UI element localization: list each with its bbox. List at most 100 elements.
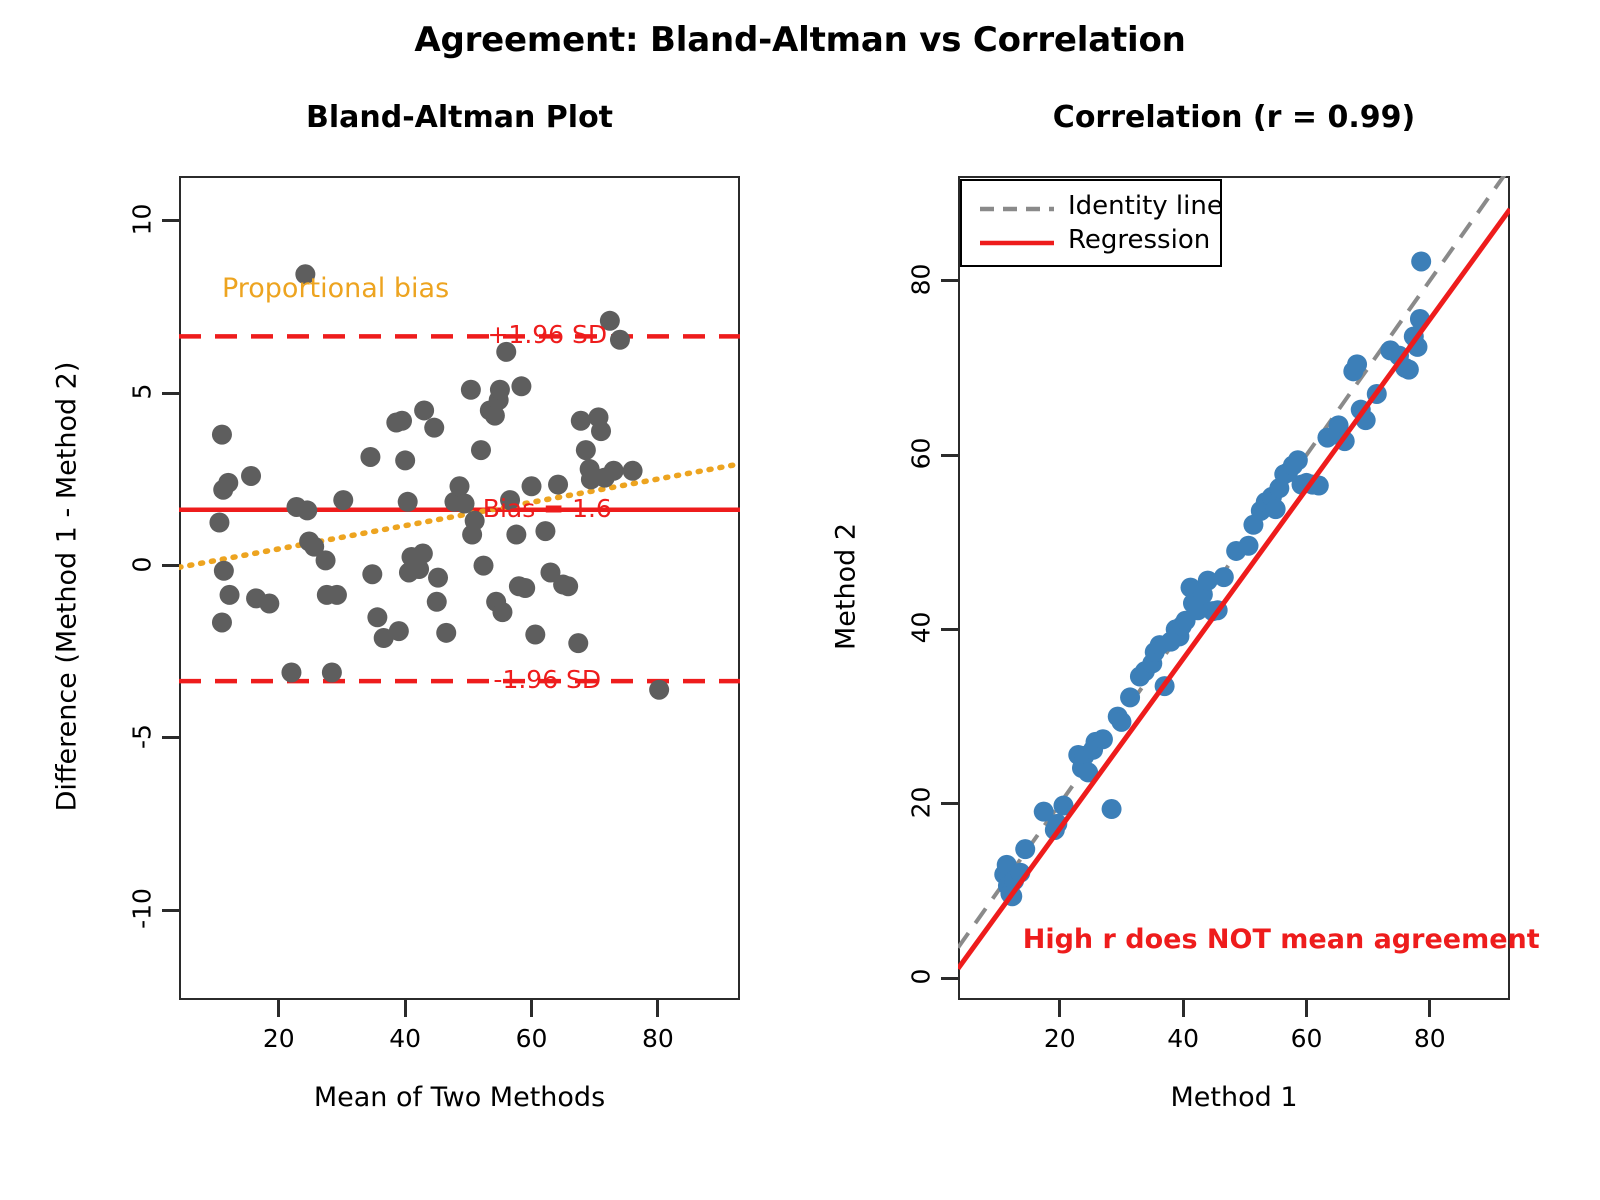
x-tick	[403, 1000, 407, 1017]
data-point	[548, 474, 569, 495]
data-point	[362, 564, 383, 585]
data-point	[449, 476, 470, 497]
proportional-bias-trend	[179, 461, 740, 571]
left-panel-title: Bland-Altman Plot	[305, 100, 614, 135]
data-point	[464, 510, 485, 531]
right-y-axis-title: Method 2	[830, 522, 862, 651]
data-point	[333, 490, 354, 511]
data-point	[219, 584, 240, 605]
data-point	[426, 591, 447, 612]
data-point	[397, 491, 418, 512]
data-point	[525, 624, 546, 645]
data-point	[511, 376, 532, 397]
left-plot-frame	[179, 176, 740, 1000]
data-point	[1347, 354, 1368, 375]
data-point	[213, 560, 234, 581]
data-point	[489, 379, 510, 400]
legend-swatches	[980, 206, 1054, 246]
y-tick	[162, 564, 179, 568]
data-point	[360, 446, 381, 467]
y-tick	[941, 279, 958, 283]
data-point	[500, 490, 521, 511]
y-tick-label: 80	[906, 263, 936, 296]
data-point	[1398, 359, 1419, 380]
right-x-axis-title: Method 1	[1170, 1082, 1298, 1113]
data-point	[1287, 450, 1308, 471]
x-tick-label: 40	[389, 1024, 422, 1053]
data-point	[428, 567, 449, 588]
y-tick	[162, 908, 179, 912]
y-tick	[162, 736, 179, 740]
data-point	[1111, 711, 1132, 732]
data-point	[367, 607, 388, 628]
data-point	[326, 584, 347, 605]
data-point	[1078, 762, 1099, 783]
x-tick	[656, 1000, 660, 1017]
y-tick	[941, 627, 958, 631]
y-tick-label: 40	[906, 612, 936, 644]
data-point	[209, 512, 230, 533]
data-point	[496, 341, 517, 362]
data-point	[570, 410, 591, 431]
data-point	[470, 440, 491, 461]
left-x-axis-title: Mean of Two Methods	[313, 1082, 606, 1113]
data-point	[388, 621, 409, 642]
x-tick	[1304, 1000, 1308, 1017]
data-point	[395, 450, 416, 471]
data-point	[649, 679, 670, 700]
data-point	[304, 536, 325, 557]
data-point	[286, 496, 307, 517]
x-tick	[1058, 1000, 1062, 1017]
data-point	[591, 421, 612, 442]
x-tick	[277, 1000, 281, 1017]
data-point	[568, 633, 589, 654]
x-tick-label: 80	[641, 1024, 674, 1053]
y-tick	[162, 391, 179, 395]
right-panel-title: Correlation (r = 0.99)	[1052, 100, 1416, 135]
data-point	[535, 521, 556, 542]
x-tick	[1428, 1000, 1432, 1017]
data-point	[622, 460, 643, 481]
y-tick-label: 0	[906, 968, 936, 985]
data-point	[1187, 600, 1208, 621]
data-point	[603, 460, 624, 481]
data-point	[211, 424, 232, 445]
high-r-annotation: High r does NOT mean agreement	[1022, 923, 1540, 955]
data-point	[392, 410, 413, 431]
data-point	[460, 379, 481, 400]
y-tick	[941, 802, 958, 806]
data-point	[1197, 570, 1218, 591]
data-point	[506, 524, 527, 545]
data-point	[211, 612, 232, 633]
right-plot-frame	[958, 176, 1510, 1000]
regression-line	[958, 207, 1510, 971]
data-point	[241, 465, 262, 486]
x-tick	[1181, 1000, 1185, 1017]
data-point	[473, 555, 494, 576]
data-point	[424, 417, 445, 438]
upper-loa-label: +1.96 SD	[487, 320, 608, 350]
x-tick-label: 20	[262, 1024, 295, 1053]
data-point	[1101, 799, 1122, 820]
x-tick-label: 20	[1043, 1024, 1076, 1053]
x-tick-label: 80	[1413, 1024, 1446, 1053]
data-point	[436, 622, 457, 643]
data-point	[540, 562, 561, 583]
x-tick-label: 60	[515, 1024, 548, 1053]
data-point	[218, 472, 239, 493]
data-point	[412, 543, 433, 564]
data-point	[1238, 535, 1259, 556]
data-point	[315, 550, 336, 571]
data-point	[575, 440, 596, 461]
data-point	[515, 578, 536, 598]
figure-title: Agreement: Bland-Altman vs Correlation	[414, 20, 1186, 60]
data-point	[492, 602, 513, 623]
data-point	[1053, 795, 1074, 816]
legend-entry-regression: Regression	[1068, 225, 1211, 255]
data-point	[321, 662, 342, 683]
data-point	[1092, 729, 1113, 750]
data-point	[1411, 251, 1432, 272]
